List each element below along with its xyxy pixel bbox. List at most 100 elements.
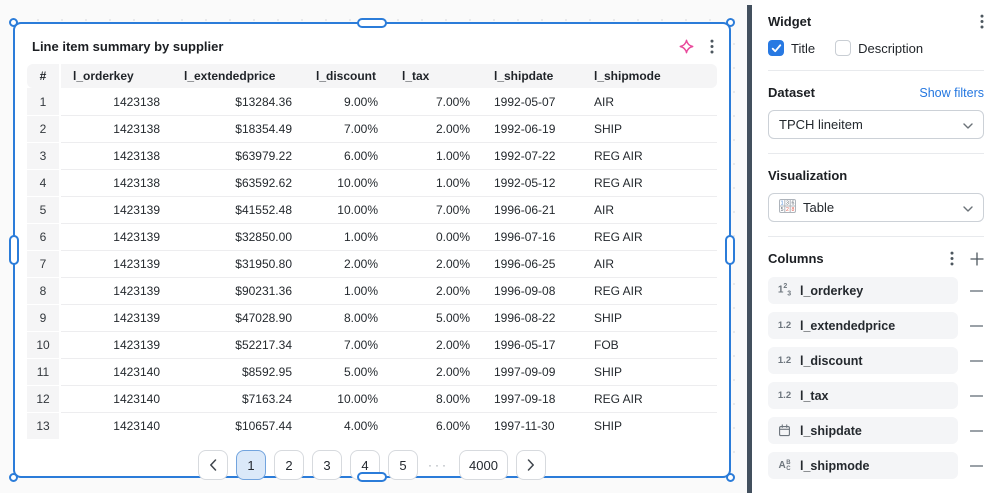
- remove-column-minus-icon[interactable]: [958, 429, 984, 432]
- svg-text:3: 3: [786, 201, 789, 207]
- table-cell: 10.00%: [304, 195, 390, 223]
- remove-column-minus-icon[interactable]: [958, 359, 984, 362]
- row-number-cell: 9: [27, 303, 61, 331]
- table-cell: 1423139: [60, 303, 172, 331]
- sparkle-ai-icon[interactable]: [678, 38, 695, 55]
- resize-handle-right[interactable]: [725, 235, 735, 265]
- title-checkbox[interactable]: Title: [768, 40, 815, 56]
- column-header-l_extendedprice[interactable]: l_extendedprice: [172, 64, 304, 88]
- table-row: 12 1423140 $7163.24 10.00% 8.00% 1997-09-18 RE…: [27, 384, 717, 412]
- table-cell: $31950.80: [172, 249, 304, 277]
- table-row: 10 1423139 $52217.34 7.00% 2.00% 1996-05-17 FO…: [27, 330, 717, 358]
- panel-resize-divider[interactable]: [747, 0, 752, 493]
- integer-type-icon: 123: [777, 283, 792, 298]
- table-cell: 1423139: [60, 222, 172, 250]
- column-pill-l_discount[interactable]: 1.2 l_discount: [768, 347, 958, 374]
- description-checkbox[interactable]: Description: [835, 40, 923, 56]
- pagination: 1 2 3 4 5 ··· 4000: [15, 439, 729, 491]
- columns-list: 123 l_orderkey 1.2 l_extendedprice 1.2 l_disc…: [768, 277, 984, 479]
- table-cell: $41552.48: [172, 195, 304, 223]
- chevron-down-icon: [963, 200, 973, 215]
- row-number-cell: 1: [27, 88, 61, 115]
- table-cell: 1423139: [60, 276, 172, 304]
- table-cell: 1997-11-30: [482, 411, 582, 439]
- remove-column-minus-icon[interactable]: [958, 394, 984, 397]
- column-pill-l_extendedprice[interactable]: 1.2 l_extendedprice: [768, 312, 958, 339]
- resize-handle-left[interactable]: [9, 235, 19, 265]
- pagination-page-5[interactable]: 5: [388, 450, 419, 480]
- column-pill-l_shipmode[interactable]: A B C l_shipmode: [768, 452, 958, 479]
- widget-section-kebab-menu-icon[interactable]: [980, 14, 984, 29]
- resize-handle-top-left[interactable]: [9, 18, 18, 27]
- column-pill-l_orderkey[interactable]: 123 l_orderkey: [768, 277, 958, 304]
- table-cell: 1992-06-19: [482, 114, 582, 142]
- column-name: l_shipdate: [800, 423, 862, 438]
- table-cell: SHIP: [582, 303, 717, 331]
- table-cell: 8.00%: [390, 384, 482, 412]
- table-cell: $47028.90: [172, 303, 304, 331]
- pagination-page-1[interactable]: 1: [236, 450, 267, 480]
- dataset-section-heading: Dataset: [768, 85, 815, 100]
- table-cell: 1423140: [60, 384, 172, 412]
- table-cell: 1423138: [113, 94, 160, 109]
- column-item-l_tax: 1.2 l_tax: [768, 382, 984, 409]
- pagination-prev-button[interactable]: [198, 450, 229, 480]
- column-pill-l_tax[interactable]: 1.2 l_tax: [768, 382, 958, 409]
- table-row: 7 1423139 $31950.80 2.00% 2.00% 1996-06-25 AIR: [27, 249, 717, 277]
- table-cell: 1.00%: [304, 222, 390, 250]
- show-filters-link[interactable]: Show filters: [919, 85, 984, 100]
- pagination-next-button[interactable]: [515, 450, 546, 480]
- pagination-ellipsis: ···: [428, 458, 450, 472]
- section-divider: [768, 153, 984, 154]
- table-row: 5 1423139 $41552.48 10.00% 7.00% 1996-06-21 AI…: [27, 195, 717, 223]
- resize-handle-bottom-left[interactable]: [9, 473, 18, 482]
- column-header-l_discount[interactable]: l_discount: [304, 64, 390, 88]
- table-cell: 1.00%: [304, 276, 390, 304]
- resize-handle-top-right[interactable]: [726, 18, 735, 27]
- resize-handle-top[interactable]: [357, 18, 387, 28]
- dataset-selected-value: TPCH lineitem: [779, 117, 863, 132]
- column-item-l_orderkey: 123 l_orderkey: [768, 277, 984, 304]
- pagination-page-2[interactable]: 2: [274, 450, 305, 480]
- table-body: 1 1423138 $13284.36 9.00% 7.00% 1992-05-07 AIR…: [27, 88, 717, 439]
- widget-kebab-menu-icon[interactable]: [710, 39, 714, 54]
- visualization-selected-value: Table: [803, 200, 835, 215]
- column-header-l_shipdate[interactable]: l_shipdate: [482, 64, 582, 88]
- remove-column-minus-icon[interactable]: [958, 464, 984, 467]
- column-header-l_tax[interactable]: l_tax: [390, 64, 482, 88]
- table-cell: $63979.22: [172, 141, 304, 169]
- column-header-l_orderkey[interactable]: l_orderkey: [60, 64, 172, 88]
- row-number-cell: 8: [27, 276, 61, 304]
- resize-handle-bottom[interactable]: [357, 472, 387, 482]
- table-cell: 1423138: [60, 168, 172, 196]
- table-cell: 0.00%: [390, 222, 482, 250]
- pagination-page-3[interactable]: 3: [312, 450, 343, 480]
- table-widget[interactable]: Line item summary by supplier: [9, 18, 735, 482]
- column-header-rownum[interactable]: #: [27, 64, 61, 88]
- remove-column-minus-icon[interactable]: [958, 324, 984, 327]
- dashboard-canvas[interactable]: Line item summary by supplier: [0, 0, 747, 493]
- table-cell: REG AIR: [582, 222, 717, 250]
- row-number-cell: 6: [27, 222, 61, 250]
- column-pill-l_shipdate[interactable]: l_shipdate: [768, 417, 958, 444]
- dataset-select[interactable]: TPCH lineitem: [768, 110, 984, 139]
- resize-handle-bottom-right[interactable]: [726, 473, 735, 482]
- table-cell: 2.00%: [390, 357, 482, 385]
- table-cell: 7.00%: [390, 195, 482, 223]
- table-cell: $8592.95: [172, 357, 304, 385]
- add-column-plus-icon[interactable]: [970, 251, 984, 266]
- decimal-type-icon: 1.2: [777, 390, 792, 401]
- column-item-l_discount: 1.2 l_discount: [768, 347, 984, 374]
- pagination-page-4000[interactable]: 4000: [459, 450, 508, 480]
- svg-text:1: 1: [781, 201, 784, 207]
- widget-header: Line item summary by supplier: [15, 24, 729, 62]
- columns-kebab-menu-icon[interactable]: [950, 251, 954, 266]
- table-cell: 1996-06-25: [482, 249, 582, 277]
- column-header-l_shipmode[interactable]: l_shipmode: [582, 64, 717, 88]
- remove-column-minus-icon[interactable]: [958, 289, 984, 292]
- table-cell: 1996-09-08: [482, 276, 582, 304]
- table-cell: $18354.49: [172, 114, 304, 142]
- title-checkbox-label: Title: [791, 40, 816, 56]
- table-row: 13 1423140 $10657.44 4.00% 6.00% 1997-11-30 SH…: [27, 411, 717, 439]
- visualization-select[interactable]: 1 3 6 5 2 8 Table: [768, 193, 984, 222]
